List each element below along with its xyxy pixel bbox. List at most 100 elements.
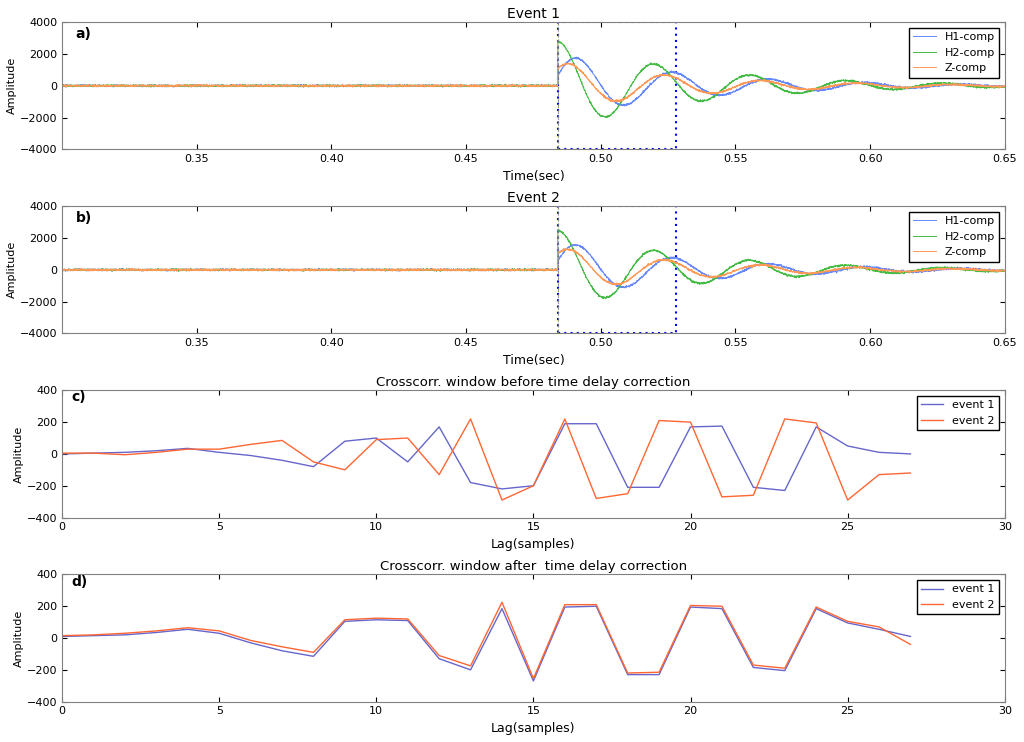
Title: Crosscorr. window after  time delay correction: Crosscorr. window after time delay corre… xyxy=(380,560,687,574)
H2-comp xyxy=(416,81,428,90)
event 1 xyxy=(181,444,194,453)
H2-comp xyxy=(56,265,69,274)
event 2 xyxy=(842,617,854,626)
Legend: H1-comp, H2-comp, Z-comp: H1-comp, H2-comp, Z-comp xyxy=(909,27,999,78)
H2-comp xyxy=(622,270,634,279)
Line: H2-comp: H2-comp xyxy=(62,229,1005,299)
event 2 xyxy=(778,415,791,424)
event 1 xyxy=(904,450,916,459)
event 2 xyxy=(401,433,414,442)
event 1 xyxy=(275,646,288,655)
event 2 xyxy=(810,418,822,427)
Z-comp xyxy=(622,276,634,285)
event 1 xyxy=(119,631,131,640)
Line: event 1: event 1 xyxy=(62,424,910,490)
event 1 xyxy=(653,483,666,492)
event 1 xyxy=(87,449,99,458)
event 2 xyxy=(245,440,257,449)
event 2 xyxy=(181,444,194,453)
event 1 xyxy=(904,632,916,641)
event 1 xyxy=(748,483,760,492)
H1-comp xyxy=(570,53,583,62)
H1-comp xyxy=(622,99,634,108)
event 2 xyxy=(370,614,382,623)
event 1 xyxy=(339,437,351,446)
event 2 xyxy=(810,603,822,611)
Z-comp xyxy=(56,82,69,91)
Z-comp xyxy=(670,73,682,82)
event 2 xyxy=(778,664,791,673)
event 1 xyxy=(810,604,822,613)
X-axis label: Lag(samples): Lag(samples) xyxy=(492,722,575,735)
H2-comp xyxy=(227,82,240,91)
H2-comp xyxy=(416,265,428,274)
event 1 xyxy=(339,617,351,626)
event 1 xyxy=(622,483,634,492)
event 2 xyxy=(684,418,696,427)
Z-comp xyxy=(998,266,1011,275)
event 1 xyxy=(622,670,634,679)
event 2 xyxy=(716,493,728,502)
Z-comp xyxy=(227,82,240,91)
event 2 xyxy=(904,468,916,477)
Line: event 2: event 2 xyxy=(62,603,910,679)
H2-comp xyxy=(760,76,772,85)
Z-comp xyxy=(227,264,240,273)
Z-comp xyxy=(998,82,1011,91)
Line: event 1: event 1 xyxy=(62,606,910,681)
event 1 xyxy=(842,441,854,450)
event 1 xyxy=(56,450,69,459)
Line: H2-comp: H2-comp xyxy=(62,40,1005,117)
X-axis label: Time(sec): Time(sec) xyxy=(503,170,564,183)
Y-axis label: Amplitude: Amplitude xyxy=(7,241,17,298)
H2-comp xyxy=(599,113,611,122)
Z-comp xyxy=(622,93,634,102)
event 1 xyxy=(590,602,602,611)
Z-comp xyxy=(416,82,428,91)
event 2 xyxy=(87,449,99,458)
event 1 xyxy=(716,421,728,430)
event 2 xyxy=(213,444,225,453)
event 2 xyxy=(151,448,163,457)
H2-comp xyxy=(831,77,844,86)
Text: c): c) xyxy=(72,390,86,404)
Z-comp xyxy=(831,81,844,90)
event 2 xyxy=(213,626,225,635)
Z-comp xyxy=(56,265,69,274)
event 1 xyxy=(684,603,696,611)
H1-comp xyxy=(831,266,844,275)
H2-comp xyxy=(622,86,634,95)
event 2 xyxy=(496,598,508,607)
H2-comp xyxy=(597,295,609,303)
event 1 xyxy=(559,419,571,428)
H1-comp xyxy=(56,264,69,273)
event 1 xyxy=(433,422,445,431)
Z-comp xyxy=(831,265,844,274)
event 2 xyxy=(653,416,666,425)
event 2 xyxy=(370,435,382,444)
event 1 xyxy=(810,422,822,431)
event 1 xyxy=(778,486,791,495)
event 1 xyxy=(151,446,163,455)
Legend: event 1, event 2: event 1, event 2 xyxy=(916,396,999,430)
event 2 xyxy=(748,660,760,669)
H2-comp xyxy=(670,261,682,270)
Legend: H1-comp, H2-comp, Z-comp: H1-comp, H2-comp, Z-comp xyxy=(909,211,999,262)
event 2 xyxy=(622,669,634,677)
event 2 xyxy=(401,614,414,623)
event 2 xyxy=(87,631,99,640)
Z-comp xyxy=(760,260,772,269)
Z-comp xyxy=(760,76,772,85)
event 1 xyxy=(872,448,885,457)
H1-comp xyxy=(622,282,634,291)
H1-comp xyxy=(831,83,844,92)
event 1 xyxy=(527,482,540,490)
event 1 xyxy=(307,462,319,471)
event 2 xyxy=(275,643,288,651)
H1-comp xyxy=(760,74,772,83)
event 1 xyxy=(87,631,99,640)
event 1 xyxy=(245,451,257,460)
event 1 xyxy=(275,456,288,464)
event 2 xyxy=(716,602,728,611)
H1-comp xyxy=(227,265,240,274)
